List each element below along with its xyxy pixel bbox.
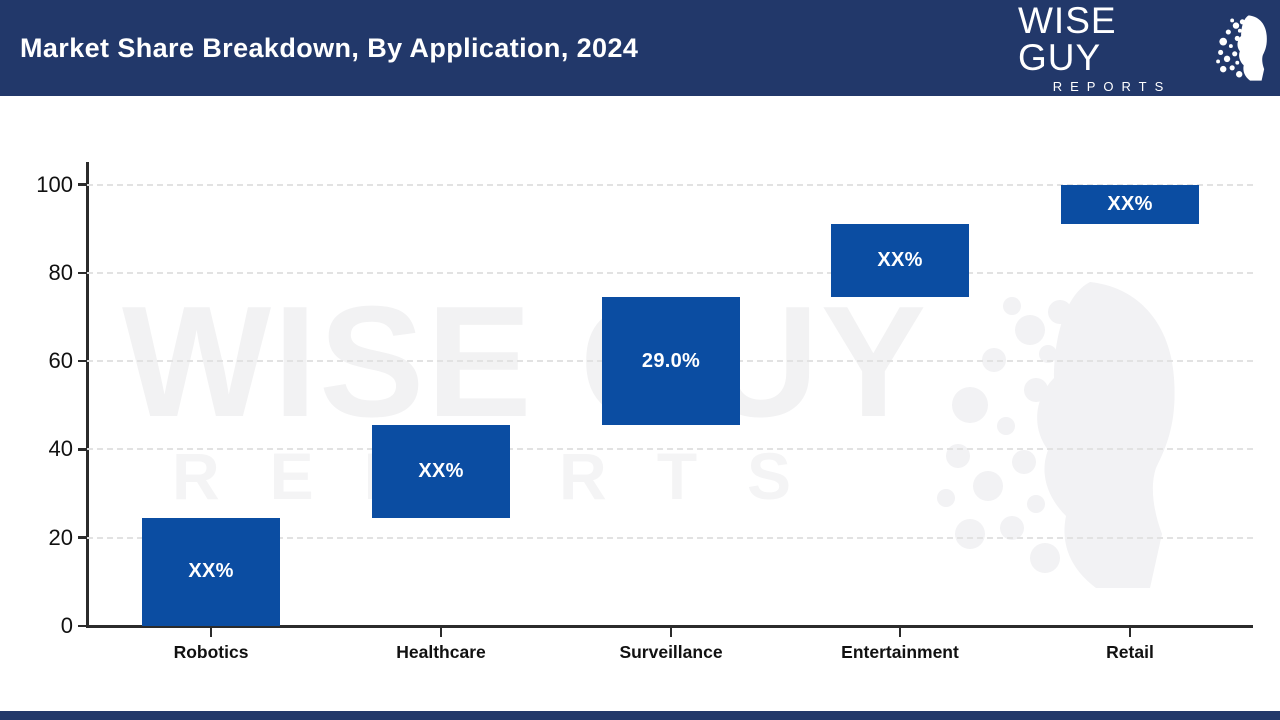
x-axis-category-label: Surveillance [619,642,723,662]
y-axis-tick-label: 80 [48,259,73,285]
waterfall-chart: 0 20 40 60 80 100 Robotics XX% Healthcare XX% Surv… [0,96,1280,711]
logo-face-icon [1216,15,1267,81]
bar-value-label: XX% [188,560,234,583]
gridline-y-80 [87,271,1253,274]
x-axis-category-label: Retail [1106,642,1154,662]
bar-value-label: XX% [1107,192,1153,215]
bar-healthcare: XX% [372,425,510,518]
y-axis-tick [78,624,87,628]
bar-robotics: XX% [142,517,280,626]
y-axis-tick-label: 20 [48,524,73,550]
y-axis-tick-label: 40 [48,436,73,462]
logo-text: WISE GUY REPORTS [1018,2,1202,94]
header-bar: Market Share Breakdown, By Application, … [0,0,1280,96]
bar-surveillance: 29.0% [602,297,740,426]
x-axis-category-label: Entertainment [841,642,959,662]
gridline-y-100 [87,183,1253,186]
gridline-y-20 [87,536,1253,539]
page-title: Market Share Breakdown, By Application, … [20,32,639,63]
bar-value-label: XX% [418,459,464,482]
footer-bar [0,711,1280,720]
logo-reports-text: REPORTS [1052,79,1172,94]
bar-value-label: 29.0% [641,349,701,372]
x-axis-category-label: Robotics [173,642,249,662]
y-axis-tick [78,271,87,275]
x-axis-line [86,625,1253,628]
watermark-face-logo [937,282,1175,588]
bar-value-label: XX% [877,249,923,272]
x-axis-tick [439,628,443,637]
wise-guy-reports-logo: WISE GUY REPORTS [1018,2,1268,94]
x-axis-category-label: Healthcare [396,642,486,662]
logo-wise-guy-text: WISE GUY [1018,0,1117,78]
bar-retail: XX% [1061,184,1199,225]
y-axis-tick-label: 0 [60,613,73,638]
bar-entertainment: XX% [831,224,969,298]
x-axis-tick [209,628,213,637]
y-axis-tick [78,183,87,186]
x-axis-tick [669,628,673,637]
y-axis-line [86,162,89,627]
x-axis-tick [898,628,902,637]
y-axis-tick [78,359,87,363]
y-axis-tick [78,448,87,451]
y-axis-tick-label: 60 [48,348,73,374]
gridline-y-40 [87,448,1253,451]
x-axis-tick [1128,628,1132,637]
y-axis-tick [78,536,87,539]
y-axis-tick-label: 100 [36,171,73,197]
